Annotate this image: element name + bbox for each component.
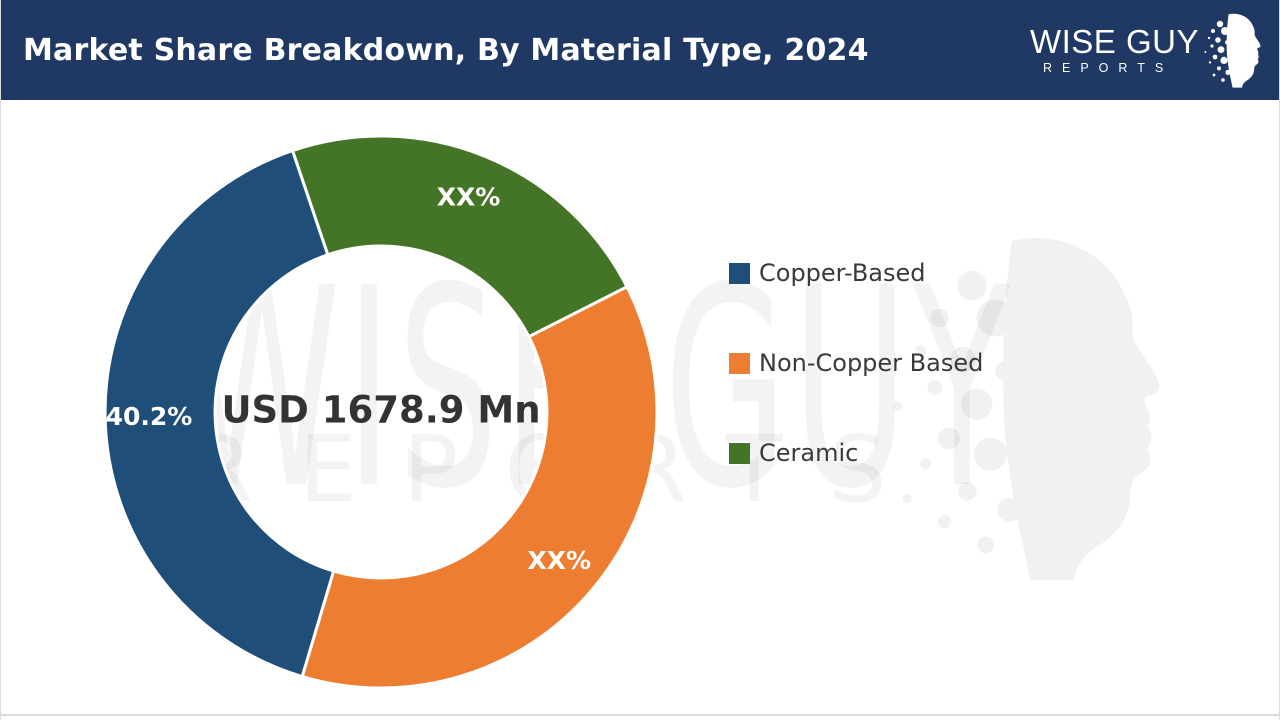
donut-segment-copper-based [103,149,336,678]
brand-text: WISE GUY REPORTS [1030,25,1199,75]
legend-item-ceramic: Ceramic [729,438,983,468]
legend-label-ceramic: Ceramic [759,439,859,467]
donut-segment-label-copper-based: 40.2% [106,402,193,431]
donut-center-label: USD 1678.9 Mn [221,388,541,432]
donut-segment-non-copper-based [300,285,659,690]
legend-label-non-copper-based: Non-Copper Based [759,349,984,377]
legend-label-copper-based: Copper-Based [759,259,926,287]
donut-segment-ceramic [291,134,629,339]
watermark-face [893,238,1160,581]
brand-name: WISE GUY [1029,23,1199,61]
header: Market Share Breakdown, By Material Type… [1,0,1279,100]
bottom-rule [1,714,1279,716]
legend: Copper-Based Non-Copper Based Ceramic [729,258,983,528]
legend-swatch-copper-based [729,262,750,284]
donut-segment-label-non-copper-based: XX% [527,546,591,575]
legend-swatch-ceramic [729,442,750,464]
brand-subname: REPORTS [1042,61,1174,76]
legend-item-non-copper-based: Non-Copper Based [729,348,983,378]
brand-face-icon [1204,13,1261,88]
donut-chart: XX% XX% 40.2% [103,134,659,690]
brand-logo: WISE GUY REPORTS [1030,11,1261,89]
page-title: Market Share Breakdown, By Material Type… [23,32,869,68]
legend-swatch-non-copper-based [729,352,750,374]
legend-item-copper-based: Copper-Based [729,258,983,288]
donut-segment-label-ceramic: XX% [437,183,501,212]
